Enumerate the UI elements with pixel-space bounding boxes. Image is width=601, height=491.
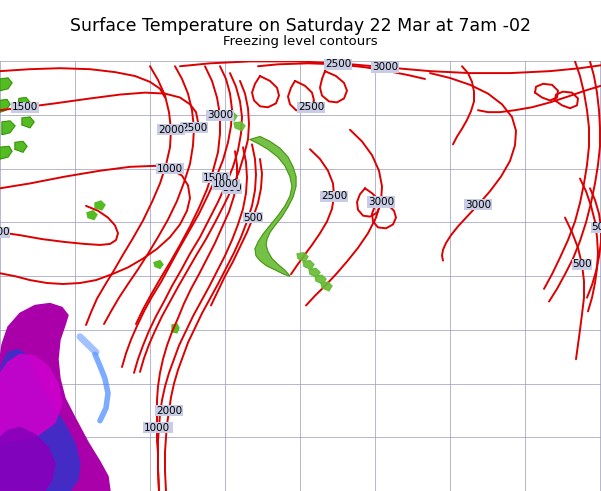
Polygon shape (303, 261, 314, 270)
Text: 3000: 3000 (465, 200, 491, 210)
Text: 2500: 2500 (321, 191, 347, 201)
Polygon shape (0, 78, 12, 91)
Text: 500: 500 (0, 227, 10, 237)
Text: 1000: 1000 (157, 164, 183, 174)
Text: 2500: 2500 (181, 123, 207, 133)
Polygon shape (297, 253, 308, 262)
Text: 2000: 2000 (156, 406, 182, 416)
Polygon shape (172, 324, 179, 333)
Polygon shape (0, 100, 10, 112)
Polygon shape (234, 122, 245, 131)
Polygon shape (95, 201, 105, 210)
Text: 3000: 3000 (207, 110, 233, 120)
Polygon shape (87, 211, 97, 219)
Text: 2000: 2000 (158, 125, 184, 135)
Text: Freezing level contours: Freezing level contours (223, 35, 378, 48)
Polygon shape (309, 269, 320, 277)
Text: 3000: 3000 (368, 197, 394, 207)
Polygon shape (321, 282, 332, 291)
Polygon shape (0, 146, 12, 159)
Polygon shape (315, 275, 326, 284)
Polygon shape (154, 261, 163, 269)
Text: 500: 500 (591, 222, 601, 232)
Text: 2500: 2500 (298, 102, 324, 112)
Text: 3000: 3000 (372, 62, 398, 72)
Text: 1000: 1000 (213, 179, 239, 190)
Polygon shape (22, 117, 34, 128)
Text: 500: 500 (243, 213, 263, 222)
Polygon shape (227, 112, 237, 121)
Polygon shape (15, 141, 27, 152)
Text: 1000: 1000 (144, 423, 170, 433)
Polygon shape (2, 121, 15, 135)
Text: 1500: 1500 (146, 423, 172, 433)
Text: 1500: 1500 (203, 172, 229, 183)
Text: 1500: 1500 (12, 102, 38, 112)
Polygon shape (0, 428, 55, 491)
Polygon shape (0, 350, 80, 491)
Text: 2500: 2500 (325, 59, 351, 69)
Polygon shape (0, 303, 110, 491)
Text: 500: 500 (222, 183, 242, 193)
Polygon shape (250, 136, 296, 276)
Text: 500: 500 (572, 259, 592, 270)
Polygon shape (0, 355, 62, 442)
Polygon shape (18, 98, 30, 108)
Text: Surface Temperature on Saturday 22 Mar at 7am -02: Surface Temperature on Saturday 22 Mar a… (70, 17, 531, 35)
